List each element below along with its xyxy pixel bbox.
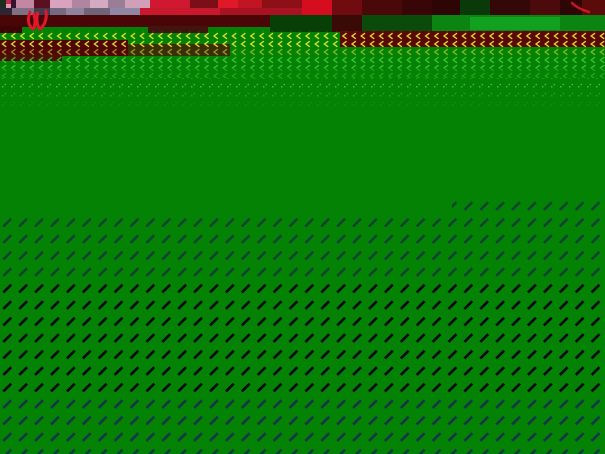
glitch-block — [0, 26, 22, 33]
glitch-block — [0, 8, 12, 16]
glitch-block — [460, 0, 490, 15]
red-stroke-artifact — [26, 10, 37, 32]
glitch-block — [34, 0, 50, 8]
glitch-block — [12, 8, 34, 16]
chevron-noise-row-fading — [0, 68, 605, 78]
glitch-block — [490, 0, 530, 15]
glitch-block — [34, 8, 50, 16]
glitch-block — [470, 17, 560, 30]
glitch-block — [148, 26, 208, 33]
dark-red-band — [0, 15, 272, 27]
glitch-block — [220, 8, 302, 16]
glitch-block — [140, 8, 220, 16]
dash-grid-dark-middle — [0, 280, 605, 396]
glitch-block — [362, 0, 402, 15]
dot-noise-row-faint — [0, 100, 605, 110]
red-stroke-artifact — [35, 9, 48, 31]
glitch-block — [262, 0, 302, 8]
glitch-block — [72, 0, 90, 8]
glitch-block — [6, 4, 11, 8]
glitch-block — [432, 0, 460, 15]
glitch-block — [332, 0, 362, 15]
glitch-block — [0, 0, 6, 8]
glitch-block — [11, 0, 16, 8]
glitch-block — [190, 0, 218, 8]
glitch-block — [270, 15, 332, 32]
glitch-block — [362, 15, 432, 32]
glitch-block — [150, 0, 190, 8]
glitch-block — [50, 0, 72, 8]
glitch-block — [402, 0, 432, 15]
glitch-block — [110, 8, 140, 16]
glitch-block — [530, 0, 560, 15]
dot-noise-row-fading — [0, 90, 605, 100]
glitch-block — [238, 0, 262, 8]
dash-grid-bottom — [0, 396, 605, 454]
glitch-block — [66, 8, 84, 16]
red-wisp-artifact — [570, 1, 591, 14]
chevron-noise-row-strong — [0, 31, 605, 47]
glitch-block — [6, 0, 11, 4]
glitch-block — [218, 0, 238, 8]
dash-grid-right-start — [452, 197, 605, 214]
glitch-block — [84, 8, 110, 16]
glitch-block — [108, 0, 125, 8]
glitch-block — [302, 0, 332, 15]
chevron-noise-row-medium — [0, 47, 605, 56]
glitch-block — [16, 0, 34, 8]
dot-noise-row — [0, 78, 605, 90]
glitch-block — [560, 0, 582, 15]
chevron-noise-row-green — [0, 56, 605, 68]
dash-grid-upper — [0, 214, 605, 280]
glitch-block — [90, 0, 108, 8]
glitch-block — [332, 15, 362, 32]
glitch-block — [125, 0, 150, 8]
glitch-block — [50, 8, 66, 16]
